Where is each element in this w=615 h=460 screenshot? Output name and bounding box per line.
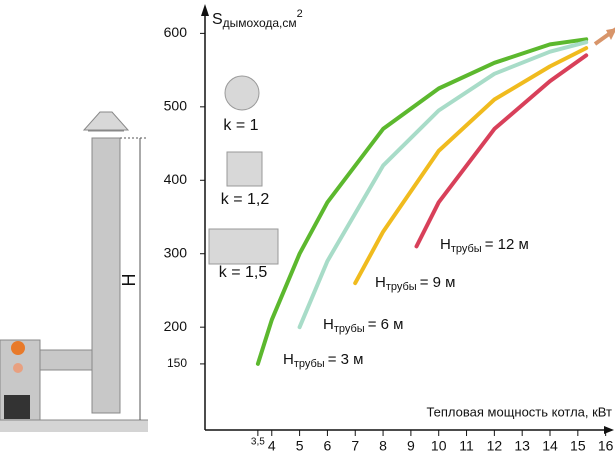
label-rest: = 3 м [328,351,364,368]
label-rest: = 12 м [485,236,529,253]
series-label: Hтрубы = 6 м [323,316,403,335]
x-tick-label: 9 [407,438,415,454]
y-tick-label: 600 [164,24,188,40]
x-tick-label: 10 [431,438,447,454]
label-main: H [283,351,294,368]
y-tick-label: 200 [164,318,188,334]
shape-label: k = 1 [223,117,258,134]
series-label: Hтрубы = 9 м [375,274,455,293]
y-tick-label: 150 [167,356,187,370]
x-tick-label: 11 [459,438,474,454]
x-tick-label: 6 [324,438,332,454]
trend-arrow-head [606,28,615,40]
square-shape [226,151,263,187]
x-axis-title: Тепловая мощность котла, кВт [426,404,612,419]
label-sub: трубы [451,243,482,255]
chimney [91,137,121,414]
label-sub: трубы [386,281,417,293]
x-tick-label: 3,5 [251,437,265,448]
x-tick-label: 16 [598,438,614,454]
series-line [414,53,589,249]
x-tick-label: 13 [514,438,530,454]
label-rest: = 9 м [420,274,456,291]
y-label-sup: 2 [297,8,303,20]
y-label-main: S [212,11,223,28]
x-tick-label: 8 [379,438,387,454]
x-tick-label: 12 [487,438,503,454]
label-main: H [440,236,451,253]
boiler-door [4,395,30,419]
y-tick-label: 300 [164,244,188,260]
shape-label: k = 1,5 [219,264,268,281]
series-line [255,37,589,366]
ground [0,420,148,432]
y-label-sub: дымохода,см [223,16,297,30]
y-tick-label: 400 [164,171,188,187]
x-tick-label: 14 [542,438,558,454]
y-arrow [201,4,209,16]
series-line [297,40,589,330]
label-rest: = 6 м [368,316,404,333]
label-sub: трубы [334,323,365,335]
flame [11,341,25,355]
x-tick-label: 7 [351,438,359,454]
series-label: Hтрубы = 3 м [283,351,363,370]
x-tick-label: 4 [268,438,276,454]
round-shape [224,75,260,111]
x-arrow [604,426,614,434]
illustration: H [0,111,148,432]
flame-2 [13,363,23,373]
chimney-cap [82,111,130,131]
y-axis-title: Sдымохода,см2 [212,8,303,30]
rect-shape [208,228,279,265]
series-line [353,46,589,286]
y-tick-label: 500 [164,98,188,114]
x-tick-label: 5 [296,438,304,454]
height-label: H [119,274,139,287]
label-sub: трубы [294,358,325,370]
x-tick-label: 15 [570,438,586,454]
series-label: Hтрубы = 12 м [440,236,529,255]
label-main: H [323,316,334,333]
label-main: H [375,274,386,291]
shape-label: k = 1,2 [221,191,270,208]
